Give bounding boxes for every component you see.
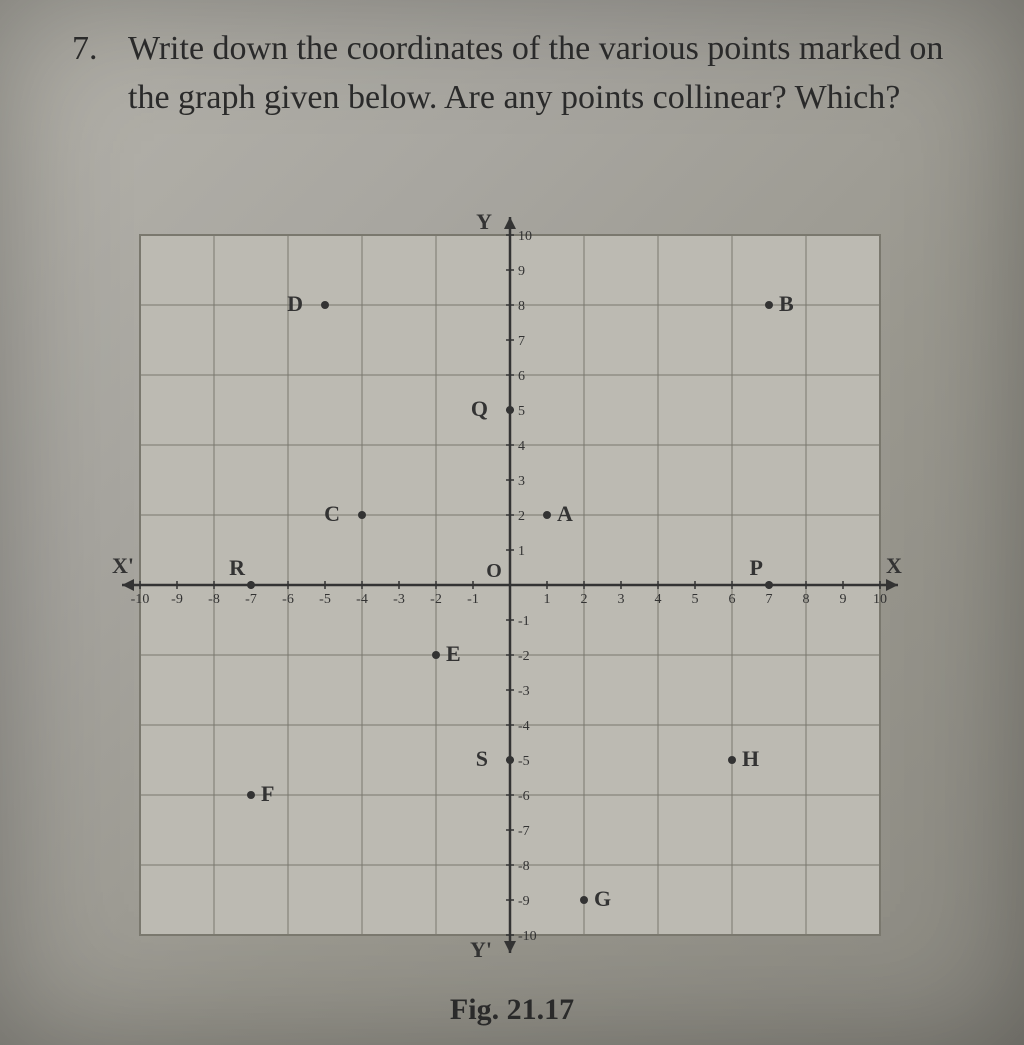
svg-text:S: S — [476, 746, 488, 771]
svg-text:-7: -7 — [518, 824, 530, 839]
svg-text:-5: -5 — [319, 592, 331, 607]
svg-text:A: A — [557, 501, 573, 526]
svg-text:-1: -1 — [467, 592, 479, 607]
question-block: 7. Write down the coordinates of the var… — [80, 24, 980, 123]
svg-text:O: O — [486, 560, 502, 582]
svg-text:5: 5 — [692, 592, 699, 607]
graph-svg: -10 -9 -8 -7 -6 -5 -4 -3 -2 -1 1 2 3 4 5 6 7 8 9 10 -10 -9 -8 -… — [110, 205, 910, 965]
svg-text:H: H — [742, 746, 759, 771]
svg-text:-6: -6 — [282, 592, 294, 607]
svg-text:X: X — [886, 553, 902, 578]
svg-text:2: 2 — [518, 509, 525, 524]
question-number: 7. — [72, 24, 98, 73]
figure-caption: Fig. 21.17 — [0, 993, 1024, 1027]
svg-text:1: 1 — [518, 544, 525, 559]
svg-text:10: 10 — [873, 592, 887, 607]
svg-text:5: 5 — [518, 404, 525, 419]
svg-text:G: G — [594, 886, 611, 911]
svg-text:-6: -6 — [518, 789, 530, 804]
svg-text:Y: Y — [476, 209, 492, 234]
svg-text:6: 6 — [729, 592, 736, 607]
svg-text:-1: -1 — [518, 614, 530, 629]
svg-text:B: B — [779, 291, 794, 316]
page: 7. Write down the coordinates of the var… — [0, 0, 1024, 1045]
svg-text:C: C — [324, 501, 340, 526]
svg-text:7: 7 — [518, 334, 525, 349]
svg-text:2: 2 — [581, 592, 588, 607]
svg-text:3: 3 — [518, 474, 525, 489]
svg-text:R: R — [229, 555, 246, 580]
svg-text:P: P — [750, 555, 763, 580]
svg-text:-9: -9 — [171, 592, 183, 607]
svg-text:-3: -3 — [393, 592, 405, 607]
svg-text:-8: -8 — [208, 592, 220, 607]
svg-text:X': X' — [112, 553, 134, 578]
svg-text:-7: -7 — [245, 592, 257, 607]
svg-text:1: 1 — [544, 592, 551, 607]
svg-text:-2: -2 — [518, 649, 530, 664]
svg-text:-10: -10 — [518, 929, 537, 944]
svg-text:10: 10 — [518, 229, 532, 244]
svg-text:3: 3 — [618, 592, 625, 607]
svg-text:F: F — [261, 781, 274, 806]
svg-text:-2: -2 — [430, 592, 442, 607]
svg-text:D: D — [287, 291, 303, 316]
svg-text:Y': Y' — [470, 937, 492, 962]
svg-text:-4: -4 — [518, 719, 530, 734]
svg-text:-10: -10 — [131, 592, 150, 607]
svg-text:-5: -5 — [518, 754, 530, 769]
svg-text:4: 4 — [655, 592, 662, 607]
svg-text:6: 6 — [518, 369, 525, 384]
svg-text:8: 8 — [518, 299, 525, 314]
svg-text:7: 7 — [766, 592, 773, 607]
svg-text:9: 9 — [518, 264, 525, 279]
svg-text:-4: -4 — [356, 592, 368, 607]
svg-text:8: 8 — [803, 592, 810, 607]
question-text: Write down the coordinates of the variou… — [128, 24, 980, 123]
svg-text:Q: Q — [471, 396, 488, 421]
svg-text:-3: -3 — [518, 684, 530, 699]
svg-text:4: 4 — [518, 439, 525, 454]
svg-text:E: E — [446, 641, 461, 666]
svg-text:9: 9 — [840, 592, 847, 607]
svg-text:-9: -9 — [518, 894, 530, 909]
coordinate-graph: -10 -9 -8 -7 -6 -5 -4 -3 -2 -1 1 2 3 4 5 6 7 8 9 10 -10 -9 -8 -… — [110, 205, 910, 995]
svg-text:-8: -8 — [518, 859, 530, 874]
